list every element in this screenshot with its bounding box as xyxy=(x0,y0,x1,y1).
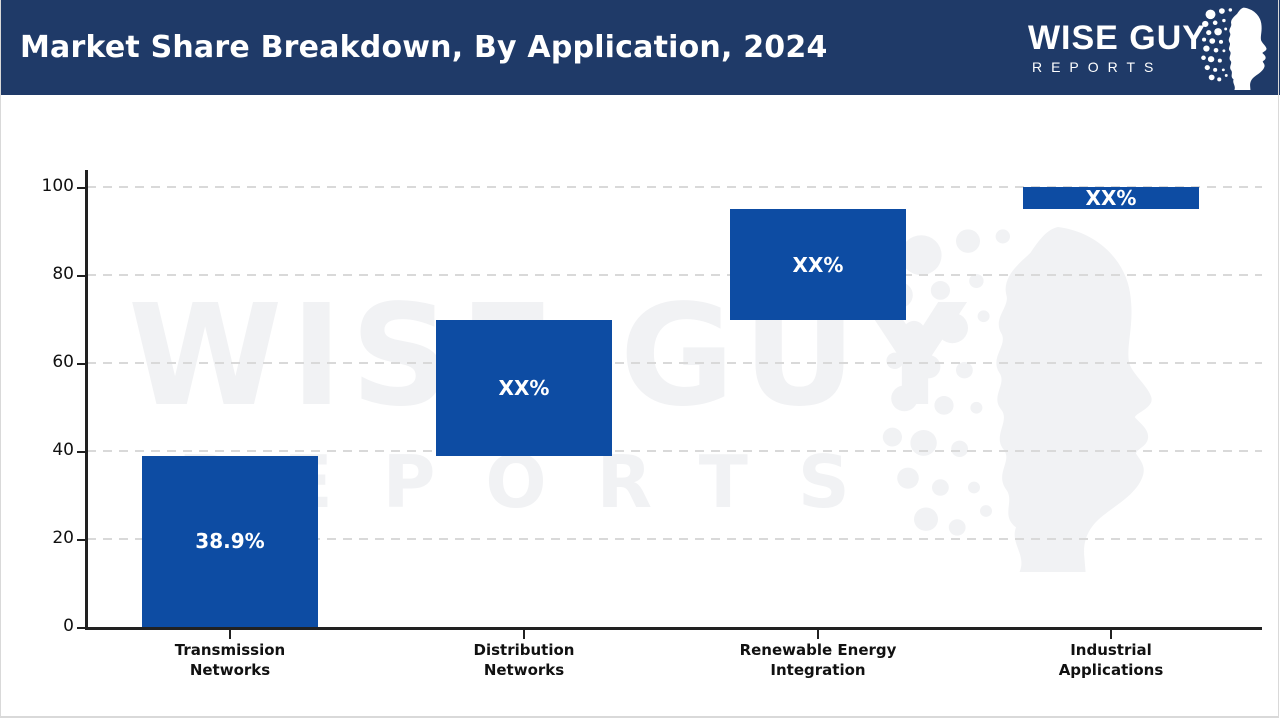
gridline-60 xyxy=(87,362,1262,364)
y-tick-label-80: 80 xyxy=(52,264,74,284)
header-bar: Market Share Breakdown, By Application, … xyxy=(0,0,1280,95)
gridline-80 xyxy=(87,274,1262,276)
y-tick-60 xyxy=(77,363,86,365)
y-tick-label-40: 40 xyxy=(52,440,74,460)
bar-distribution-networks xyxy=(436,319,612,456)
y-tick-label-60: 60 xyxy=(52,352,74,372)
brand-subname: REPORTS xyxy=(1031,59,1163,75)
x-tick-transmission-networks xyxy=(229,630,231,639)
y-tick-40 xyxy=(77,451,86,453)
x-category-label-transmission-networks: Transmission Networks xyxy=(174,641,286,679)
y-tick-label-100: 100 xyxy=(41,176,74,196)
bar-value-label-renewable-energy-integration: XX% xyxy=(792,252,844,277)
bar-value-label-transmission-networks: 38.9% xyxy=(195,529,265,554)
bar-value-label-distribution-networks: XX% xyxy=(498,375,550,400)
brand-text: WISE GUY REPORTS xyxy=(1028,21,1206,74)
gridline-100 xyxy=(87,186,1262,188)
y-tick-label-0: 0 xyxy=(63,616,74,636)
page-title: Market Share Breakdown, By Application, … xyxy=(20,30,828,65)
y-axis-line xyxy=(85,170,88,630)
x-tick-renewable-energy-integration xyxy=(817,630,819,639)
y-tick-20 xyxy=(77,539,86,541)
x-category-label-distribution-networks: Distribution Networks xyxy=(473,641,575,679)
bar-renewable-energy-integration xyxy=(730,209,906,320)
y-tick-100 xyxy=(77,187,86,189)
gridline-40 xyxy=(87,450,1262,452)
x-tick-industrial-applications xyxy=(1110,630,1112,639)
x-category-label-renewable-energy-integration: Renewable Energy Integration xyxy=(739,641,897,679)
y-tick-0 xyxy=(77,627,86,629)
x-category-label-industrial-applications: Industrial Applications xyxy=(1058,641,1164,679)
gridline-20 xyxy=(87,538,1262,540)
bar-transmission-networks xyxy=(142,455,318,627)
brand-logo: WISE GUY REPORTS xyxy=(1028,6,1280,90)
y-tick-80 xyxy=(77,275,86,277)
bar-industrial-applications xyxy=(1023,187,1199,210)
brand-name: WISE GUY xyxy=(1027,19,1206,57)
bar-value-label-industrial-applications: XX% xyxy=(1085,186,1137,211)
x-axis-line xyxy=(85,627,1262,630)
brand-face-icon xyxy=(1200,6,1270,90)
y-tick-label-20: 20 xyxy=(52,528,74,548)
x-tick-distribution-networks xyxy=(523,630,525,639)
